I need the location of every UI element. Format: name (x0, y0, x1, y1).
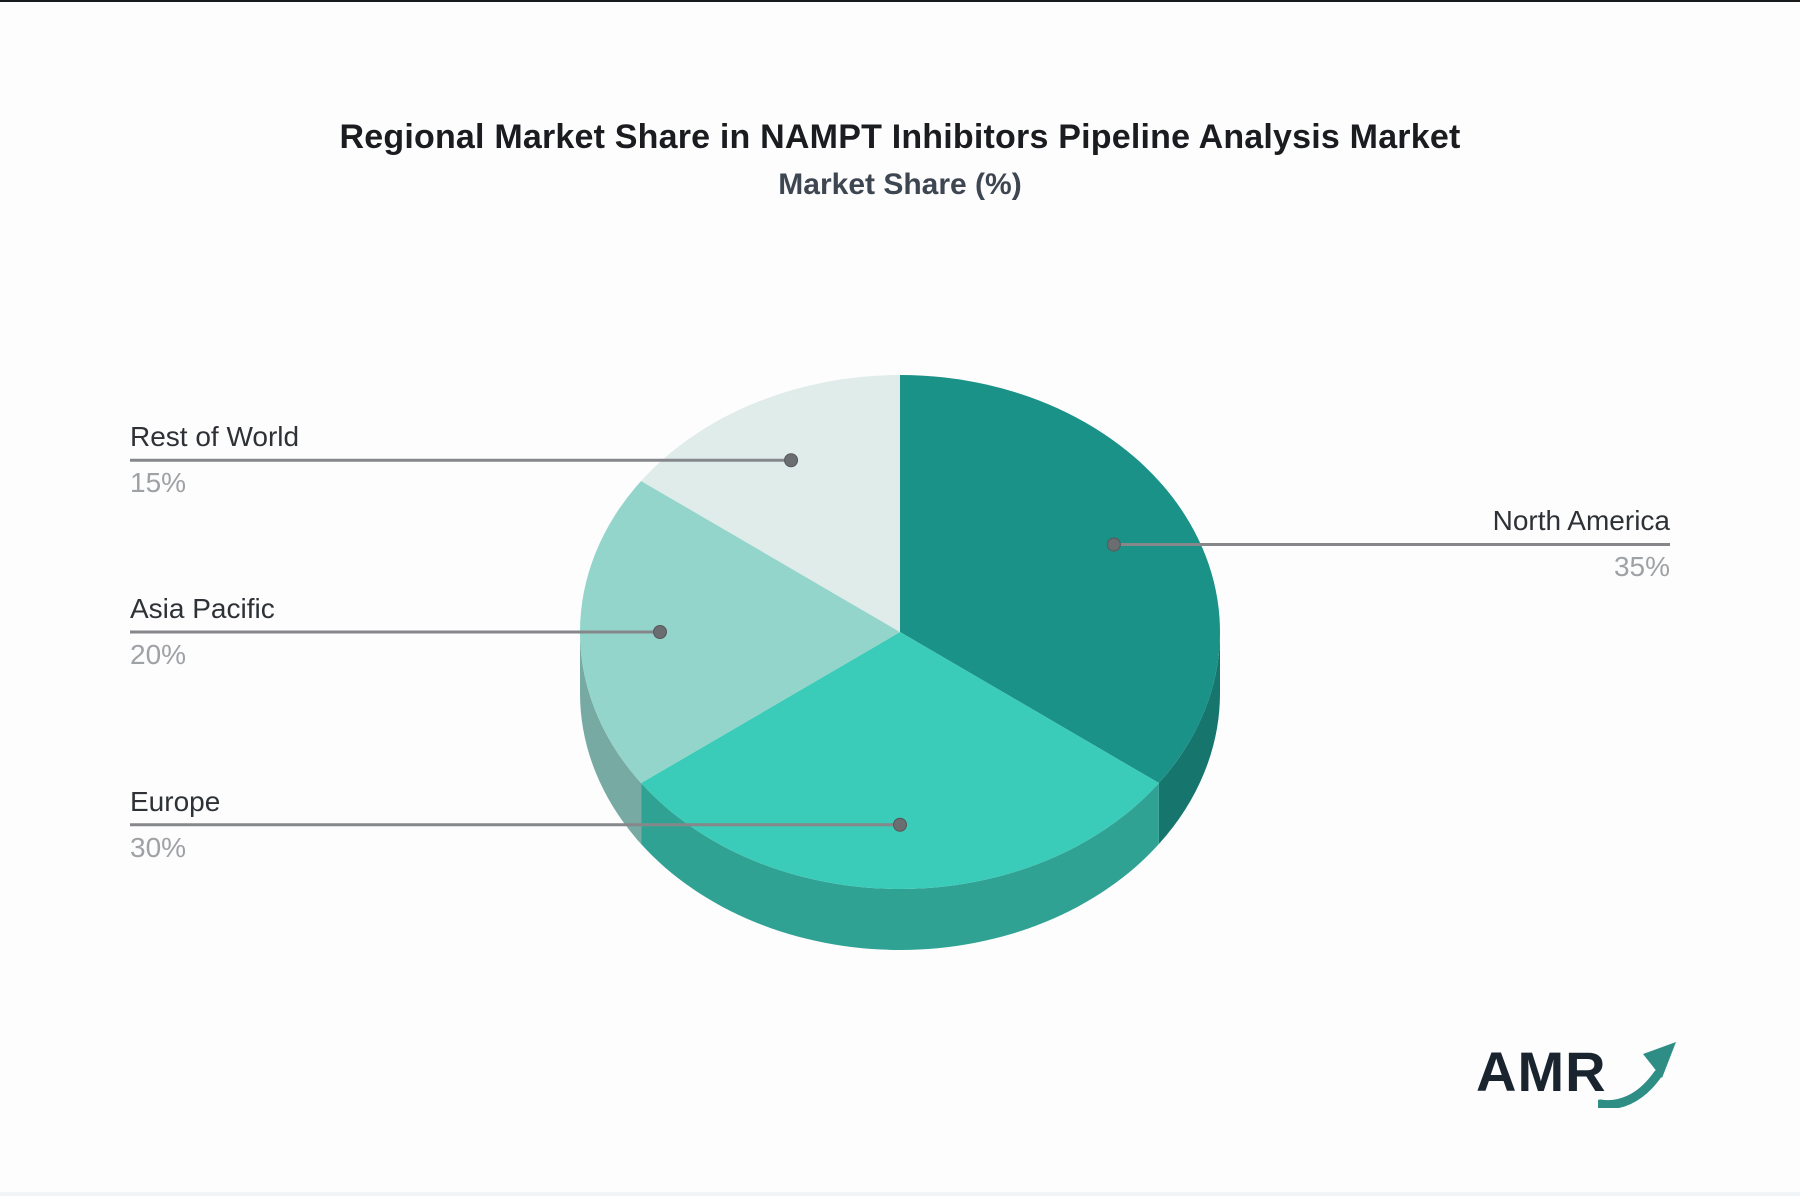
chart-title: Regional Market Share in NAMPT Inhibitor… (339, 118, 1461, 156)
logo-text: AMR (1476, 1040, 1607, 1103)
slice-label: Rest of World (130, 421, 300, 453)
logo-arrow-icon (1598, 1042, 1676, 1108)
slice-value: 30% (130, 831, 187, 863)
bottom-border (0, 1192, 1800, 1196)
slice-label: North America (1492, 505, 1670, 537)
top-border (0, 0, 1800, 2)
chart-subtitle: Market Share (%) (778, 168, 1022, 201)
slice-value: 20% (130, 639, 187, 670)
callout-europe: Europe 30% (130, 785, 221, 863)
slice-value: 35% (1613, 551, 1670, 583)
amr-logo: AMR (1476, 1032, 1676, 1112)
slice-label: Asia Pacific (130, 593, 275, 624)
callout-rest-of-world: Rest of World 15% (130, 422, 299, 498)
callout-asia-pacific: Asia Pacific 20% (130, 594, 275, 670)
slice-label: Europe (130, 785, 221, 817)
callout-north-america: North America 35% (1493, 506, 1670, 582)
slice-value: 15% (130, 467, 187, 499)
